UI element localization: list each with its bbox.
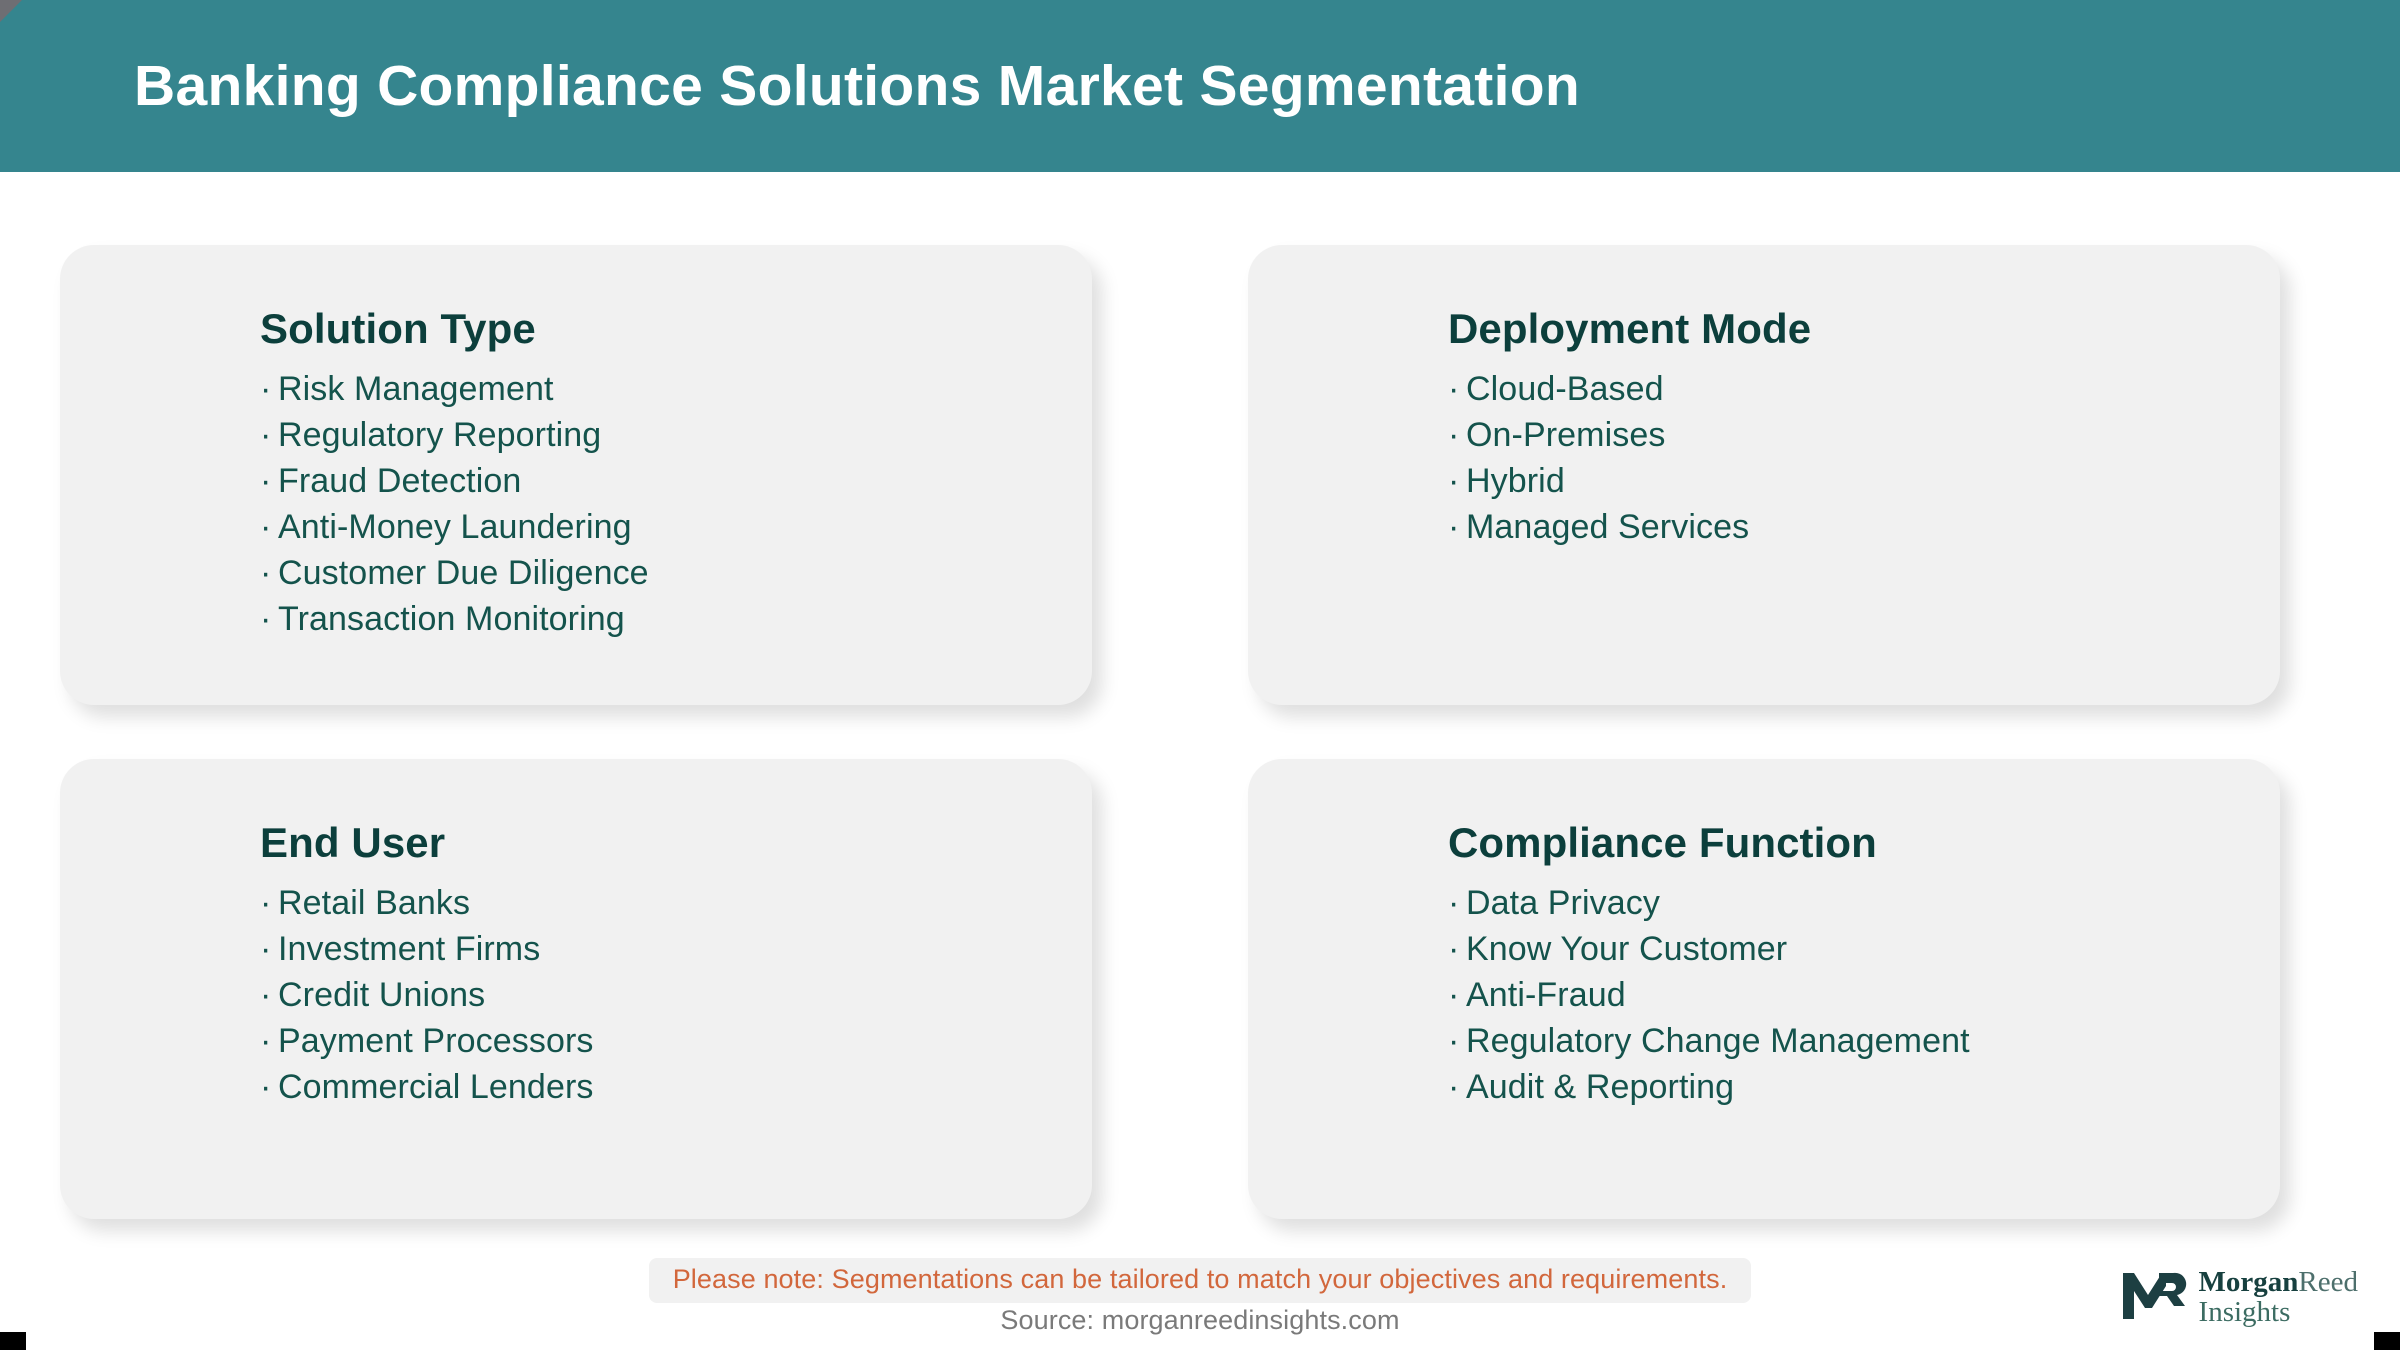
bullet-icon: · [260, 599, 272, 638]
list-item-label: Managed Services [1466, 507, 1750, 546]
list-item-label: Regulatory Change Management [1466, 1021, 1970, 1060]
list-item: · Commercial Lenders [260, 1064, 1022, 1110]
mr-monogram-icon [2121, 1269, 2187, 1326]
bullet-icon: · [1448, 975, 1460, 1014]
list-item: · Risk Management [260, 366, 1022, 412]
card-item-list: · Risk Management · Regulatory Reporting ·… [260, 366, 1022, 642]
bullet-icon: · [260, 415, 272, 454]
card-item-list: · Cloud-Based · On-Premises · Hybrid · Manag… [1448, 366, 2210, 550]
list-item: · Regulatory Change Management [1448, 1018, 2210, 1064]
card-item-list: · Retail Banks · Investment Firms · Credit … [260, 880, 1022, 1110]
bullet-icon: · [1448, 415, 1460, 454]
card-item-list: · Data Privacy · Know Your Customer · Anti-… [1448, 880, 2210, 1110]
list-item-label: Audit & Reporting [1466, 1067, 1735, 1106]
card-title: Deployment Mode [1448, 305, 1812, 352]
list-item-label: Payment Processors [278, 1021, 594, 1060]
segmentation-card-grid: Solution Type · Risk Management · Regulato… [60, 245, 2280, 1219]
list-item-label: Transaction Monitoring [278, 599, 625, 638]
list-item: · Fraud Detection [260, 458, 1022, 504]
segmentation-card-deployment-mode[interactable]: Deployment Mode · Cloud-Based · On-Premise… [1248, 245, 2280, 705]
brand-logo[interactable]: MorganReed Insights [2121, 1266, 2358, 1328]
brand-name-line: MorganReed [2198, 1266, 2358, 1298]
segmentation-card-solution-type[interactable]: Solution Type · Risk Management · Regulato… [60, 245, 1092, 705]
list-item-label: Know Your Customer [1466, 929, 1788, 968]
segmentation-card-compliance-function[interactable]: Compliance Function · Data Privacy · Know … [1248, 759, 2280, 1219]
list-item: · Anti-Fraud [1448, 972, 2210, 1018]
list-item-label: Anti-Fraud [1466, 975, 1626, 1014]
card-title: Solution Type [260, 305, 536, 352]
list-item: · On-Premises [1448, 412, 2210, 458]
list-item-label: Risk Management [278, 369, 554, 408]
list-item-label: Credit Unions [278, 975, 486, 1014]
list-item-label: Anti-Money Laundering [278, 507, 632, 546]
corner-marker-bottom-right [2374, 1332, 2400, 1350]
bullet-icon: · [1448, 507, 1460, 546]
list-item: · Investment Firms [260, 926, 1022, 972]
page-header: Banking Compliance Solutions Market Segm… [0, 0, 2400, 172]
corner-marker-bottom-left [0, 1332, 26, 1350]
list-item: · Cloud-Based [1448, 366, 2210, 412]
card-title: End User [260, 819, 446, 866]
list-item-label: Cloud-Based [1466, 369, 1664, 408]
brand-wordmark: MorganReed Insights [2198, 1266, 2358, 1328]
list-item: · Know Your Customer [1448, 926, 2210, 972]
list-item: · Anti-Money Laundering [260, 504, 1022, 550]
list-item-label: Investment Firms [278, 929, 541, 968]
list-item: · Customer Due Diligence [260, 550, 1022, 596]
list-item: · Hybrid [1448, 458, 2210, 504]
note-container: Please note: Segmentations can be tailor… [0, 1258, 2400, 1303]
card-title: Compliance Function [1448, 819, 1877, 866]
list-item: · Retail Banks [260, 880, 1022, 926]
segmentation-card-end-user[interactable]: End User · Retail Banks · Investment Firms… [60, 759, 1092, 1219]
list-item-label: Data Privacy [1466, 883, 1660, 922]
list-item-label: Regulatory Reporting [278, 415, 602, 454]
source-container: Source: morganreedinsights.com [0, 1305, 2400, 1336]
bullet-icon: · [1448, 929, 1460, 968]
bullet-icon: · [260, 1067, 272, 1106]
list-item: · Payment Processors [260, 1018, 1022, 1064]
bullet-icon: · [260, 553, 272, 592]
brand-tagline: Insights [2198, 1295, 2291, 1328]
list-item-label: Retail Banks [278, 883, 471, 922]
bullet-icon: · [260, 507, 272, 546]
list-item-label: Commercial Lenders [278, 1067, 594, 1106]
brand-primary: Morgan [2198, 1266, 2299, 1298]
page-title: Banking Compliance Solutions Market Segm… [134, 53, 1580, 118]
list-item: · Credit Unions [260, 972, 1022, 1018]
bullet-icon: · [260, 975, 272, 1014]
bullet-icon: · [260, 929, 272, 968]
bullet-icon: · [1448, 461, 1460, 500]
source-label: Source: morganreedinsights.com [1000, 1305, 1400, 1335]
bullet-icon: · [260, 461, 272, 500]
brand-secondary: Reed [2298, 1266, 2358, 1298]
list-item-label: Fraud Detection [278, 461, 522, 500]
list-item: · Data Privacy [1448, 880, 2210, 926]
list-item: · Audit & Reporting [1448, 1064, 2210, 1110]
bullet-icon: · [1448, 1021, 1460, 1060]
bullet-icon: · [1448, 369, 1460, 408]
list-item: · Transaction Monitoring [260, 596, 1022, 642]
list-item-label: Hybrid [1466, 461, 1565, 500]
list-item: · Regulatory Reporting [260, 412, 1022, 458]
list-item-label: Customer Due Diligence [278, 553, 649, 592]
corner-notch-decoration [0, 0, 22, 22]
bullet-icon: · [260, 369, 272, 408]
bullet-icon: · [260, 1021, 272, 1060]
customization-note: Please note: Segmentations can be tailor… [648, 1258, 1752, 1303]
bullet-icon: · [1448, 1067, 1460, 1106]
list-item-label: On-Premises [1466, 415, 1666, 454]
list-item: · Managed Services [1448, 504, 2210, 550]
bullet-icon: · [260, 883, 272, 922]
bullet-icon: · [1448, 883, 1460, 922]
